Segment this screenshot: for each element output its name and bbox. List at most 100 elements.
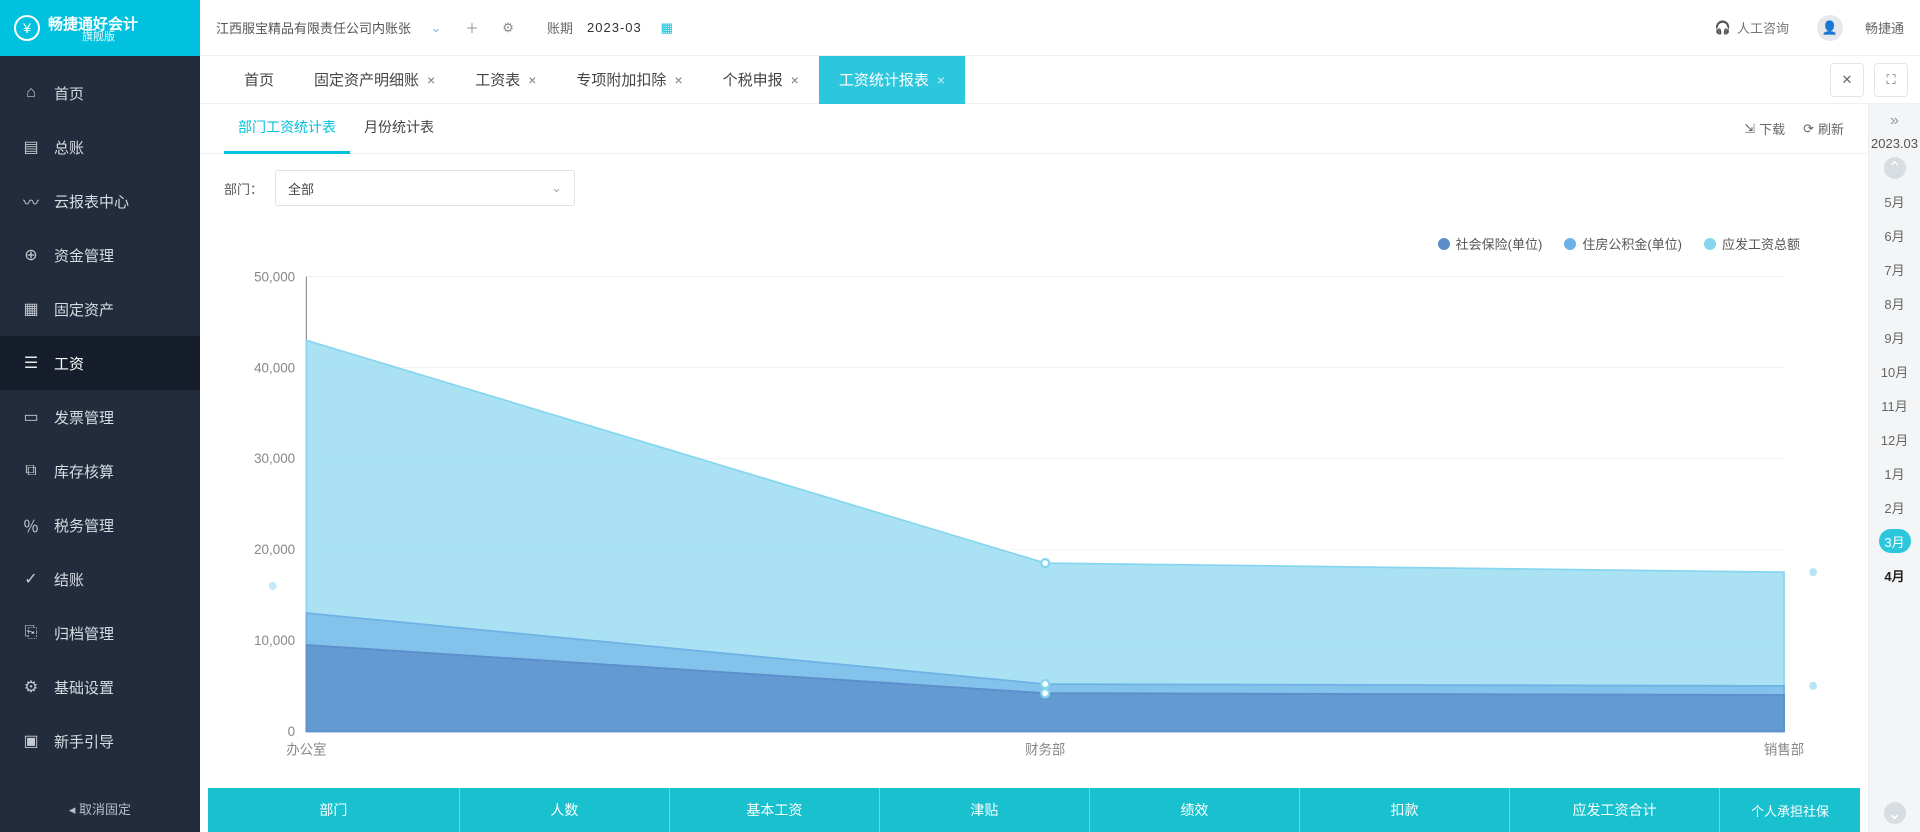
month-3月[interactable]: 3月: [1879, 529, 1911, 553]
nav-icon: ⎘: [22, 624, 40, 642]
nav-item-11[interactable]: ⚙ 基础设置: [0, 660, 200, 714]
month-1月[interactable]: 1月2023: [1879, 461, 1911, 485]
month-11月[interactable]: 11月: [1879, 393, 1911, 417]
subtab-month[interactable]: 月份统计表: [350, 104, 448, 154]
nav-label: 新手引导: [54, 731, 114, 752]
tab-label: 首页: [244, 69, 274, 90]
tab-label: 个税申报: [723, 69, 783, 90]
svg-text:30,000: 30,000: [254, 451, 295, 466]
top-header: 江西服宝精品有限责任公司内账张 ⌄ ＋ ⚙ 账期 2023-03 ▦ 🎧 人工咨…: [200, 0, 1920, 56]
month-12月[interactable]: 12月: [1879, 427, 1911, 451]
month-9月[interactable]: 9月: [1879, 325, 1911, 349]
nav-item-1[interactable]: ▤总账: [0, 120, 200, 174]
nav-label: 工资: [54, 353, 84, 374]
nav-label: 库存核算: [54, 461, 114, 482]
department-select[interactable]: 全部 ⌄: [275, 170, 575, 206]
svg-text:10,000: 10,000: [254, 633, 295, 648]
tab-4[interactable]: 个税申报 ×: [703, 56, 819, 104]
nav-item-6[interactable]: ▭发票管理: [0, 390, 200, 444]
tab-3[interactable]: 专项附加扣除×: [556, 56, 702, 104]
month-10月[interactable]: 10月: [1879, 359, 1911, 383]
nav-icon: ☰: [22, 354, 40, 372]
legend-label: 应发工资总额: [1722, 234, 1800, 253]
tab-close-icon[interactable]: ×: [427, 72, 435, 88]
th-2: 基本工资: [670, 788, 880, 832]
calendar-icon[interactable]: ▦: [656, 17, 678, 39]
user-name: 畅捷通: [1865, 18, 1904, 37]
nav-item-3[interactable]: ⊕资金管理: [0, 228, 200, 282]
rail-down-icon[interactable]: ⌄: [1884, 802, 1906, 824]
rail-up-icon[interactable]: ⌃: [1884, 157, 1906, 179]
gear-icon[interactable]: ⚙: [497, 17, 519, 39]
nav-label: 固定资产: [54, 299, 114, 320]
month-4月[interactable]: 4月: [1879, 563, 1911, 587]
svg-text:40,000: 40,000: [254, 360, 295, 375]
filter-label: 部门：: [224, 179, 263, 198]
tab-close-icon[interactable]: ×: [528, 72, 536, 88]
legend-dot: [1438, 238, 1450, 250]
nav-icon: ⚙: [22, 678, 40, 696]
legend-item-1[interactable]: 住房公积金(单位): [1564, 234, 1682, 253]
tab-2[interactable]: 工资表×: [455, 56, 556, 104]
avatar[interactable]: 👤: [1817, 15, 1843, 41]
nav-label: 归档管理: [54, 623, 114, 644]
tab-0[interactable]: 首页: [224, 56, 294, 104]
company-name: 江西服宝精品有限责任公司内账张: [216, 18, 411, 37]
nav-item-4[interactable]: ▦固定资产: [0, 282, 200, 336]
rail-collapse-icon[interactable]: »: [1890, 112, 1899, 130]
month-5月[interactable]: 5月: [1879, 189, 1911, 213]
headset-icon: 🎧: [1715, 20, 1731, 36]
nav-item-0[interactable]: ⌂首页: [0, 66, 200, 120]
filter-row: 部门： 全部 ⌄: [200, 154, 1868, 214]
chart-legend: 社会保险(单位) 住房公积金(单位) 应发工资总额: [228, 224, 1840, 265]
brand-icon: ¥: [14, 15, 40, 41]
download-icon: ⇲: [1744, 121, 1755, 137]
fullscreen-button[interactable]: ⛶: [1874, 63, 1908, 97]
svg-text:20,000: 20,000: [254, 542, 295, 557]
tab-close-icon[interactable]: ×: [937, 72, 945, 88]
add-icon[interactable]: ＋: [461, 17, 483, 39]
refresh-button[interactable]: ⟳ 刷新: [1803, 119, 1844, 138]
legend-item-0[interactable]: 社会保险(单位): [1438, 234, 1543, 253]
month-8月[interactable]: 8月: [1879, 291, 1911, 315]
table-header: 部门人数基本工资津贴绩效扣款应发工资合计个人承担社保: [208, 788, 1860, 832]
download-button[interactable]: ⇲ 下载: [1744, 119, 1785, 138]
nav-icon: ％: [22, 516, 40, 534]
month-2月[interactable]: 2月: [1879, 495, 1911, 519]
close-tab-button[interactable]: ✕: [1830, 63, 1864, 97]
consult-button[interactable]: 🎧 人工咨询: [1715, 18, 1789, 37]
nav-item-5[interactable]: ☰ 工资: [0, 336, 200, 390]
tab-close-icon[interactable]: ×: [791, 72, 799, 88]
nav-item-10[interactable]: ⎘ 归档管理: [0, 606, 200, 660]
th-4: 绩效: [1090, 788, 1300, 832]
nav-icon: ⌂: [22, 84, 40, 102]
month-rail: » 2023.03 ⌃ 5月 6月 7月 8月 9月 10月 11月 12月 1月2023 2月 3…: [1868, 104, 1920, 832]
tab-1[interactable]: 固定资产明细账×: [294, 56, 455, 104]
nav-label: 基础设置: [54, 677, 114, 698]
chevron-down-icon: ⌄: [551, 180, 562, 196]
brand-edition: 旗舰版: [82, 28, 138, 44]
rail-year-head: 2023.03: [1871, 136, 1918, 151]
legend-item-2[interactable]: 应发工资总额: [1704, 234, 1800, 253]
nav-unpin[interactable]: ◂ 取消固定: [0, 785, 200, 832]
th-6: 应发工资合计: [1510, 788, 1720, 832]
subtab-department[interactable]: 部门工资统计表: [224, 104, 350, 154]
nav-item-9[interactable]: ✓结账: [0, 552, 200, 606]
nav-item-7[interactable]: ⧉ 库存核算: [0, 444, 200, 498]
month-6月[interactable]: 6月: [1879, 223, 1911, 247]
nav-item-8[interactable]: ％税务管理: [0, 498, 200, 552]
th-5: 扣款: [1300, 788, 1510, 832]
nav-item-2[interactable]: 〰云报表中心: [0, 174, 200, 228]
legend-label: 住房公积金(单位): [1582, 234, 1682, 253]
th-0: 部门: [208, 788, 460, 832]
nav-item-12[interactable]: ▣新手引导: [0, 714, 200, 768]
nav-icon: ⧉: [22, 462, 40, 480]
month-7月[interactable]: 7月: [1879, 257, 1911, 281]
tab-5[interactable]: 工资统计报表×: [819, 56, 965, 104]
tab-close-icon[interactable]: ×: [674, 72, 682, 88]
company-chevron-icon[interactable]: ⌄: [425, 17, 447, 39]
nav-icon: ▤: [22, 138, 40, 156]
legend-dot: [1564, 238, 1576, 250]
th-3: 津贴: [880, 788, 1090, 832]
svg-text:财务部: 财务部: [1025, 742, 1065, 757]
